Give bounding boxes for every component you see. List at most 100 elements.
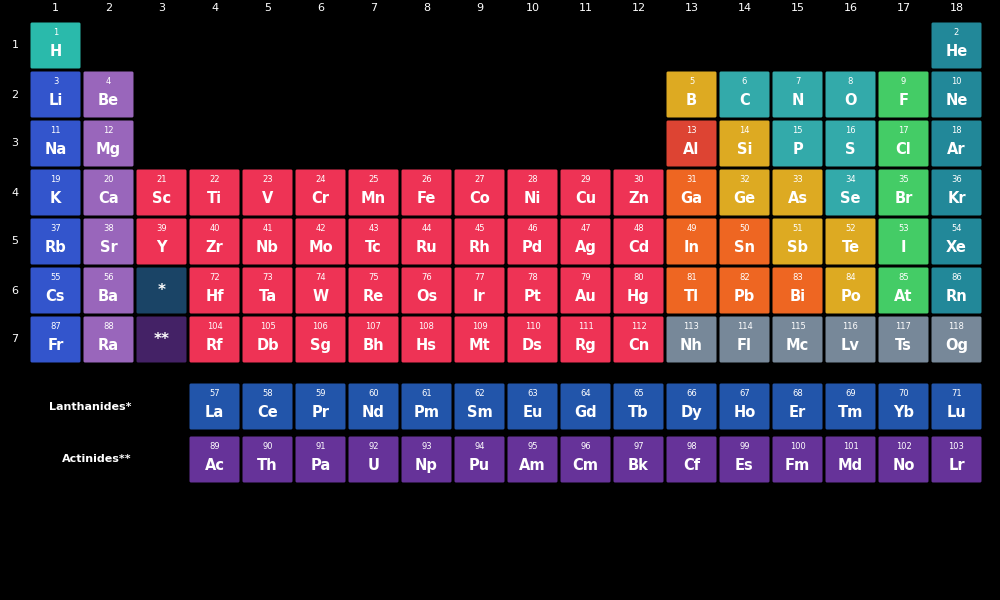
Text: Tm: Tm — [838, 404, 863, 419]
Text: 75: 75 — [368, 273, 379, 282]
Text: 108: 108 — [419, 322, 434, 331]
Text: 49: 49 — [686, 224, 697, 233]
FancyBboxPatch shape — [296, 268, 346, 313]
FancyBboxPatch shape — [402, 317, 452, 362]
Text: Xe: Xe — [946, 239, 967, 254]
Text: Hf: Hf — [205, 289, 224, 304]
FancyBboxPatch shape — [136, 268, 186, 313]
FancyBboxPatch shape — [190, 218, 240, 265]
Text: 1: 1 — [52, 3, 59, 13]
Text: 47: 47 — [580, 224, 591, 233]
Text: 58: 58 — [262, 389, 273, 398]
FancyBboxPatch shape — [666, 383, 716, 430]
Text: Mo: Mo — [308, 239, 333, 254]
Text: 113: 113 — [684, 322, 699, 331]
Text: 37: 37 — [50, 224, 61, 233]
Text: Ir: Ir — [473, 289, 486, 304]
Text: 42: 42 — [315, 224, 326, 233]
FancyBboxPatch shape — [932, 317, 982, 362]
FancyBboxPatch shape — [879, 71, 928, 118]
Text: Ru: Ru — [416, 239, 437, 254]
Text: Eu: Eu — [522, 404, 543, 419]
FancyBboxPatch shape — [614, 317, 664, 362]
FancyBboxPatch shape — [349, 437, 398, 482]
Text: 101: 101 — [843, 442, 858, 451]
Text: Pr: Pr — [312, 404, 330, 419]
Text: Ca: Ca — [98, 191, 119, 206]
FancyBboxPatch shape — [30, 22, 80, 68]
Text: 110: 110 — [525, 322, 540, 331]
Text: 8: 8 — [848, 77, 853, 86]
FancyBboxPatch shape — [879, 121, 928, 166]
Text: 53: 53 — [898, 224, 909, 233]
FancyBboxPatch shape — [614, 169, 664, 215]
FancyBboxPatch shape — [826, 169, 876, 215]
Text: Zr: Zr — [206, 239, 223, 254]
FancyBboxPatch shape — [30, 317, 80, 362]
Text: 21: 21 — [156, 175, 167, 184]
Text: Tl: Tl — [684, 289, 699, 304]
Text: 78: 78 — [527, 273, 538, 282]
Text: 112: 112 — [631, 322, 646, 331]
Text: 34: 34 — [845, 175, 856, 184]
FancyBboxPatch shape — [242, 383, 292, 430]
Text: Cl: Cl — [896, 142, 911, 157]
FancyBboxPatch shape — [190, 437, 240, 482]
Text: 63: 63 — [527, 389, 538, 398]
FancyBboxPatch shape — [349, 317, 398, 362]
Text: 12: 12 — [631, 3, 646, 13]
Text: Rn: Rn — [946, 289, 967, 304]
FancyBboxPatch shape — [242, 317, 292, 362]
Text: Lu: Lu — [947, 404, 966, 419]
Text: Cf: Cf — [683, 458, 700, 473]
FancyBboxPatch shape — [84, 71, 134, 118]
Text: 7: 7 — [370, 3, 377, 13]
FancyBboxPatch shape — [402, 383, 452, 430]
Text: 33: 33 — [792, 175, 803, 184]
Text: 62: 62 — [474, 389, 485, 398]
Text: 24: 24 — [315, 175, 326, 184]
FancyBboxPatch shape — [402, 169, 452, 215]
Text: Se: Se — [840, 191, 861, 206]
FancyBboxPatch shape — [560, 169, 610, 215]
Text: 27: 27 — [474, 175, 485, 184]
FancyBboxPatch shape — [242, 437, 292, 482]
Text: 16: 16 — [845, 126, 856, 135]
Text: 6: 6 — [12, 286, 18, 295]
Text: 25: 25 — [368, 175, 379, 184]
Text: Br: Br — [894, 191, 913, 206]
Text: 92: 92 — [368, 442, 379, 451]
Text: B: B — [686, 92, 697, 107]
FancyBboxPatch shape — [296, 317, 346, 362]
Text: Er: Er — [789, 404, 806, 419]
Text: 19: 19 — [50, 175, 61, 184]
Text: Pm: Pm — [414, 404, 440, 419]
Text: Fl: Fl — [737, 338, 752, 353]
Text: Rb: Rb — [45, 239, 66, 254]
Text: Cr: Cr — [312, 191, 330, 206]
Text: 32: 32 — [739, 175, 750, 184]
Text: 15: 15 — [790, 3, 804, 13]
FancyBboxPatch shape — [826, 437, 876, 482]
FancyBboxPatch shape — [826, 121, 876, 166]
Text: He: He — [945, 44, 968, 59]
FancyBboxPatch shape — [772, 268, 822, 313]
Text: Pd: Pd — [522, 239, 543, 254]
Text: 36: 36 — [951, 175, 962, 184]
FancyBboxPatch shape — [560, 383, 610, 430]
Text: 52: 52 — [845, 224, 856, 233]
Text: Yb: Yb — [893, 404, 914, 419]
Text: Cm: Cm — [572, 458, 598, 473]
Text: 83: 83 — [792, 273, 803, 282]
Text: Lv: Lv — [841, 338, 860, 353]
Text: Hg: Hg — [627, 289, 650, 304]
FancyBboxPatch shape — [190, 383, 240, 430]
FancyBboxPatch shape — [614, 268, 664, 313]
Text: Ds: Ds — [522, 338, 543, 353]
FancyBboxPatch shape — [932, 268, 982, 313]
Text: Ne: Ne — [945, 92, 968, 107]
Text: Al: Al — [683, 142, 700, 157]
FancyBboxPatch shape — [508, 218, 558, 265]
Text: Y: Y — [156, 239, 167, 254]
FancyBboxPatch shape — [136, 218, 186, 265]
